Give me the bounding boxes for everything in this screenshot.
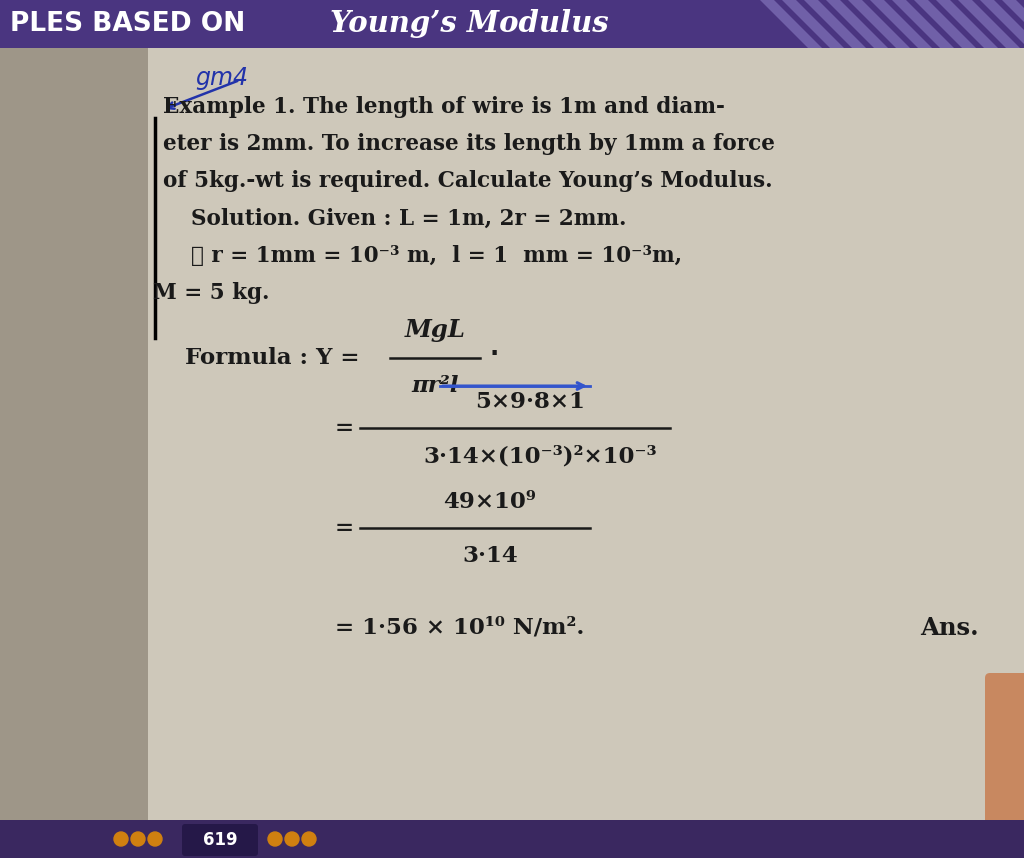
- Circle shape: [268, 832, 282, 846]
- Text: =: =: [335, 417, 354, 439]
- Polygon shape: [826, 0, 888, 48]
- Text: 619: 619: [203, 831, 238, 849]
- Text: 3·14: 3·14: [462, 545, 518, 567]
- Circle shape: [302, 832, 316, 846]
- Polygon shape: [848, 0, 910, 48]
- Text: 5×9·8×1: 5×9·8×1: [475, 391, 585, 413]
- Text: 3·14×(10⁻³)²×10⁻³: 3·14×(10⁻³)²×10⁻³: [423, 445, 656, 467]
- FancyBboxPatch shape: [182, 824, 258, 856]
- Text: Young’s Modulus: Young’s Modulus: [330, 9, 608, 39]
- Text: Example 1. The length of wire is 1m and diam-: Example 1. The length of wire is 1m and …: [163, 96, 725, 118]
- Text: gm4: gm4: [195, 66, 248, 90]
- Polygon shape: [980, 0, 1024, 48]
- Circle shape: [285, 832, 299, 846]
- Polygon shape: [914, 0, 976, 48]
- Circle shape: [131, 832, 145, 846]
- Text: πr²l: πr²l: [412, 375, 459, 397]
- Circle shape: [114, 832, 128, 846]
- FancyBboxPatch shape: [985, 673, 1024, 858]
- Text: .: .: [490, 336, 500, 360]
- Polygon shape: [892, 0, 954, 48]
- Polygon shape: [804, 0, 866, 48]
- Bar: [0, 820, 1024, 858]
- Polygon shape: [870, 0, 932, 48]
- Polygon shape: [1002, 0, 1024, 48]
- Text: M = 5 kg.: M = 5 kg.: [153, 282, 269, 304]
- Bar: [0, 48, 1024, 820]
- Text: = 1·56 × 10¹⁰ N/m².: = 1·56 × 10¹⁰ N/m².: [335, 617, 585, 639]
- Text: Formula : Y =: Formula : Y =: [185, 347, 368, 369]
- Text: PLES BASED ON: PLES BASED ON: [10, 11, 246, 37]
- Text: of 5kg.-wt is required. Calculate Young’s Modulus.: of 5kg.-wt is required. Calculate Young’…: [163, 170, 773, 192]
- Circle shape: [148, 832, 162, 846]
- Bar: [0, 0, 1024, 48]
- Text: =: =: [335, 517, 354, 539]
- Polygon shape: [936, 0, 998, 48]
- Text: Solution. Given : L = 1m, 2r = 2mm.: Solution. Given : L = 1m, 2r = 2mm.: [191, 208, 627, 230]
- Text: Ans.: Ans.: [920, 616, 979, 640]
- Polygon shape: [958, 0, 1020, 48]
- Text: ∴ r = 1mm = 10⁻³ m,  l = 1  mm = 10⁻³m,: ∴ r = 1mm = 10⁻³ m, l = 1 mm = 10⁻³m,: [191, 245, 682, 267]
- Text: 49×10⁹: 49×10⁹: [443, 491, 537, 513]
- Text: eter is 2mm. To increase its length by 1mm a force: eter is 2mm. To increase its length by 1…: [163, 133, 775, 155]
- Polygon shape: [760, 0, 822, 48]
- Text: MgL: MgL: [404, 318, 466, 342]
- Polygon shape: [782, 0, 844, 48]
- Bar: [0, 48, 148, 820]
